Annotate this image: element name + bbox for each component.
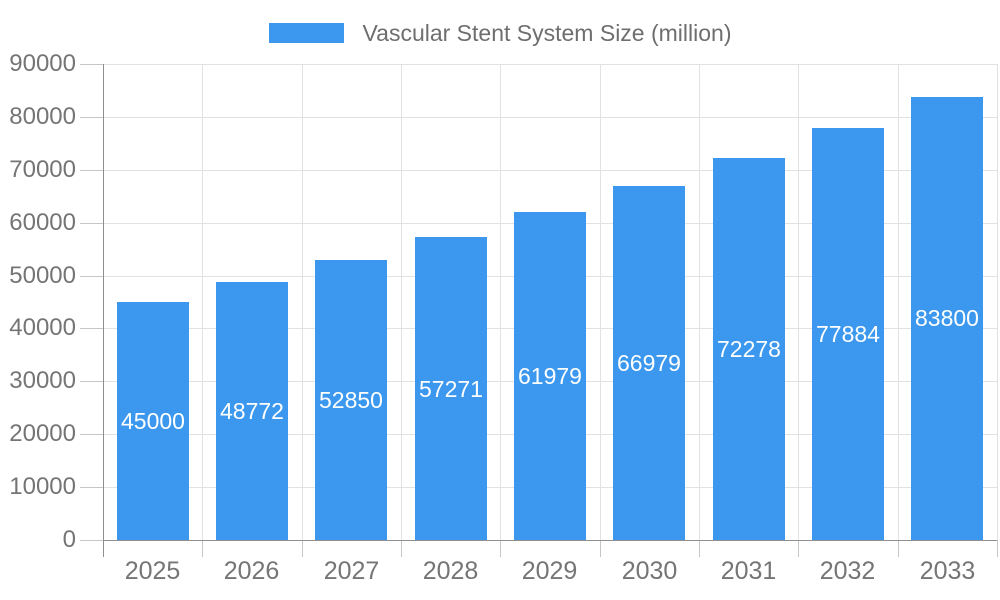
x-tick <box>600 540 601 557</box>
y-axis-tick-label: 20000 <box>9 420 76 447</box>
y-axis-tick-label: 0 <box>62 526 76 553</box>
y-axis-tick-label: 90000 <box>9 50 76 77</box>
y-tick <box>80 64 103 65</box>
gridline-vertical <box>898 64 899 540</box>
y-tick <box>80 117 103 118</box>
y-tick <box>80 223 103 224</box>
gridline-horizontal <box>103 117 997 118</box>
x-tick <box>699 540 700 557</box>
legend[interactable]: Vascular Stent System Size (million) <box>0 21 1000 45</box>
x-tick <box>798 540 799 557</box>
x-axis-tick-label: 2033 <box>919 557 976 585</box>
bar-value-label: 52850 <box>319 387 383 413</box>
gridline-vertical <box>997 64 998 540</box>
gridline-vertical <box>500 64 501 540</box>
bar-value-label: 61979 <box>518 363 582 389</box>
x-axis-tick-label: 2028 <box>422 557 479 585</box>
x-tick <box>401 540 402 557</box>
gridline-horizontal <box>103 64 997 65</box>
y-tick <box>80 170 103 171</box>
y-axis-line <box>103 64 104 557</box>
bar[interactable] <box>911 97 983 540</box>
y-axis-tick-label: 50000 <box>9 262 76 289</box>
bar-value-label: 48772 <box>220 398 284 424</box>
bar-value-label: 57271 <box>419 376 483 402</box>
bar[interactable] <box>713 158 785 540</box>
y-axis-tick-label: 80000 <box>9 103 76 130</box>
gridline-vertical <box>401 64 402 540</box>
x-tick <box>898 540 899 557</box>
bar[interactable] <box>613 186 685 540</box>
gridline-vertical <box>699 64 700 540</box>
y-axis-tick-label: 60000 <box>9 209 76 236</box>
x-axis-line <box>103 540 997 541</box>
x-axis-tick-label: 2029 <box>521 557 578 585</box>
gridline-vertical <box>302 64 303 540</box>
bar-value-label: 77884 <box>816 321 880 347</box>
bar-value-label: 45000 <box>121 408 185 434</box>
x-tick <box>500 540 501 557</box>
legend-label: Vascular Stent System Size (million) <box>362 20 732 46</box>
bar-value-label: 83800 <box>915 305 979 331</box>
legend-swatch-icon <box>268 23 344 43</box>
bar[interactable] <box>415 237 487 540</box>
y-axis-tick-label: 70000 <box>9 156 76 183</box>
bar-value-label: 72278 <box>717 336 781 362</box>
x-tick <box>997 540 998 557</box>
y-axis-tick-label: 40000 <box>9 314 76 341</box>
x-axis-tick-label: 2031 <box>720 557 777 585</box>
bar[interactable] <box>216 282 288 540</box>
gridline-vertical <box>600 64 601 540</box>
bar[interactable] <box>117 302 189 540</box>
y-tick <box>80 487 103 488</box>
x-tick <box>202 540 203 557</box>
y-tick <box>80 434 103 435</box>
y-tick <box>80 328 103 329</box>
y-tick <box>80 381 103 382</box>
y-axis-tick-label: 30000 <box>9 367 76 394</box>
y-tick <box>80 276 103 277</box>
gridline-vertical <box>798 64 799 540</box>
x-axis-tick-label: 2026 <box>223 557 280 585</box>
y-axis-tick-label: 10000 <box>9 473 76 500</box>
y-tick <box>80 540 103 541</box>
bar[interactable] <box>812 128 884 540</box>
bar-value-label: 66979 <box>617 350 681 376</box>
x-tick <box>302 540 303 557</box>
x-axis-tick-label: 2027 <box>323 557 380 585</box>
x-axis-tick-label: 2032 <box>819 557 876 585</box>
bar[interactable] <box>514 212 586 540</box>
x-axis-tick-label: 2030 <box>621 557 678 585</box>
gridline-vertical <box>202 64 203 540</box>
bar[interactable] <box>315 260 387 540</box>
x-axis-tick-label: 2025 <box>124 557 181 585</box>
gridline-horizontal <box>103 170 997 171</box>
